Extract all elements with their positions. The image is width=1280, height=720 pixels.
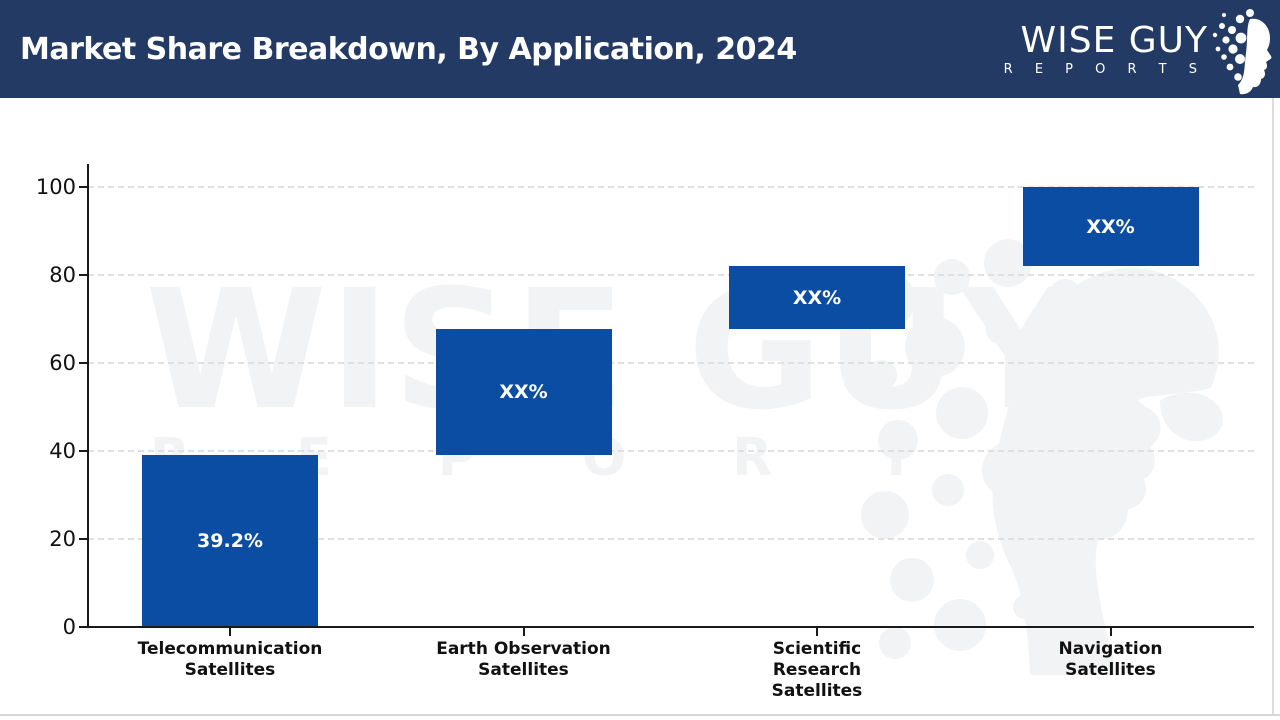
y-axis-tick — [79, 450, 87, 452]
wiseguy-logo: WISE GUY R E P O R T S — [1004, 4, 1272, 96]
y-axis-tick-label: 0 — [62, 615, 76, 639]
x-axis-tick — [522, 628, 525, 636]
bar-value-label: 39.2% — [197, 529, 263, 552]
y-axis-tick — [79, 362, 87, 364]
logo-text: WISE GUY R E P O R T S — [1003, 20, 1208, 78]
x-axis-category-label: Scientific Research Satellites — [771, 639, 863, 701]
page-bottom-border — [0, 714, 1280, 716]
y-axis-tick-label: 100 — [35, 175, 76, 199]
y-axis-tick-label: 40 — [49, 439, 76, 463]
bar-segment: XX% — [729, 266, 905, 330]
logo-wordmark: WISE GUY — [1020, 20, 1208, 61]
bar-value-label: XX% — [499, 380, 548, 403]
gridline — [88, 186, 1254, 188]
logo-face-icon — [1212, 9, 1272, 95]
gridline — [88, 538, 1254, 540]
y-axis-tick-label: 60 — [49, 351, 76, 375]
header-bar: Market Share Breakdown, By Application, … — [0, 0, 1280, 98]
x-axis — [87, 626, 1254, 628]
gridline — [88, 274, 1254, 276]
bar-segment: 39.2% — [142, 454, 318, 627]
x-axis-category-label: Telecommunication Satellites — [137, 639, 323, 680]
y-axis-tick-label: 20 — [49, 527, 76, 551]
x-axis-tick — [229, 628, 231, 636]
bar-segment: XX% — [435, 329, 612, 455]
bar-segment: XX% — [1022, 187, 1199, 267]
y-axis-tick — [79, 186, 87, 188]
x-axis-category-label: Navigation Satellites — [1058, 639, 1163, 680]
y-axis — [87, 164, 89, 628]
gridline — [88, 450, 1254, 452]
page-right-border — [1272, 98, 1274, 716]
x-axis-category-label: Earth Observation Satellites — [436, 639, 611, 680]
logo-subtitle: R E P O R T S — [1003, 62, 1206, 77]
x-axis-tick — [816, 628, 818, 636]
page-title: Market Share Breakdown, By Application, … — [20, 31, 797, 67]
x-axis-tick — [1109, 628, 1112, 636]
y-axis-tick — [79, 538, 87, 540]
bar-value-label: XX% — [792, 286, 842, 309]
y-axis-tick-label: 80 — [49, 263, 76, 287]
y-axis-tick — [79, 274, 87, 276]
bar-value-label: XX% — [1086, 215, 1135, 238]
gridline — [88, 362, 1254, 364]
y-axis-tick — [79, 626, 87, 628]
watermark-face-icon — [861, 239, 1223, 675]
